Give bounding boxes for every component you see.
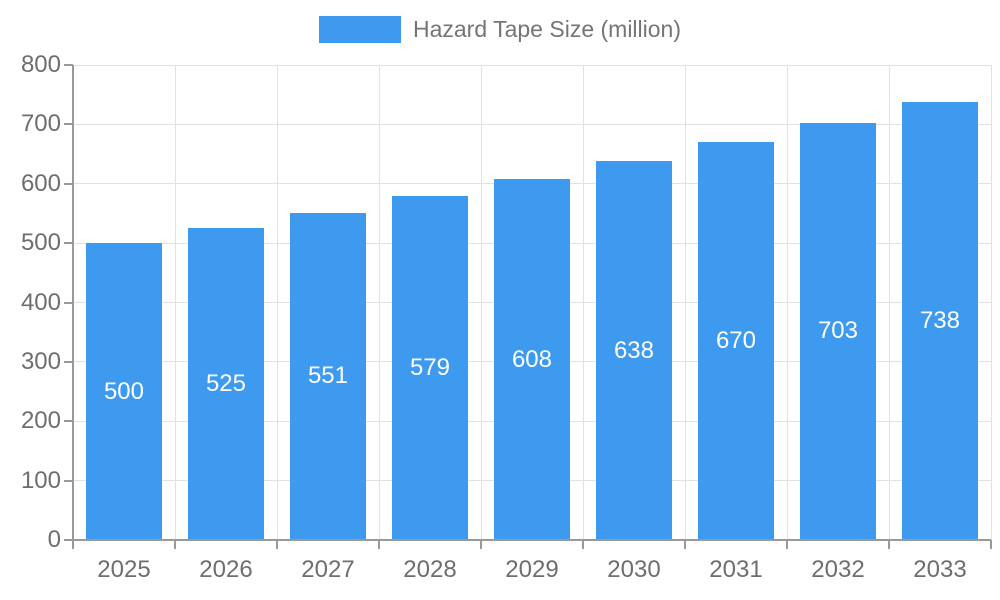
y-tick-label: 400: [20, 288, 61, 316]
bar-value-label: 551: [307, 362, 348, 390]
bar[interactable]: 608: [494, 179, 570, 540]
y-axis-tick: [64, 539, 73, 541]
v-gridline: [888, 65, 890, 540]
bar[interactable]: 551: [290, 212, 366, 540]
bar[interactable]: 638: [596, 161, 672, 540]
bar-value-label: 525: [205, 370, 246, 398]
bar[interactable]: 500: [86, 243, 162, 540]
x-tick-label: 2030: [607, 556, 661, 583]
x-axis-tick: [378, 540, 380, 549]
v-gridline: [480, 65, 482, 540]
bar[interactable]: 525: [188, 228, 264, 540]
v-gridline: [786, 65, 788, 540]
legend-swatch: [318, 16, 401, 43]
bar-value-label: 500: [103, 377, 144, 405]
bar-value-label: 638: [613, 336, 654, 364]
x-tick-label: 2033: [913, 556, 967, 583]
bar[interactable]: 670: [698, 142, 774, 540]
x-tick-label: 2032: [811, 556, 865, 583]
x-axis-tick: [684, 540, 686, 549]
v-gridline: [378, 65, 380, 540]
x-tick-label: 2031: [709, 556, 763, 583]
x-axis-line: [64, 539, 991, 541]
v-gridline: [684, 65, 686, 540]
y-axis-tick: [64, 479, 73, 482]
y-tick-label: 300: [20, 347, 61, 375]
x-tick-label: 2029: [505, 556, 559, 583]
x-tick-label: 2026: [199, 556, 253, 583]
bar[interactable]: 579: [392, 196, 468, 540]
y-tick-label: 700: [20, 110, 61, 138]
bar-value-label: 670: [715, 327, 756, 355]
v-gridline: [990, 65, 992, 540]
y-tick-label: 800: [20, 51, 61, 78]
y-axis-tick: [64, 182, 73, 185]
y-tick-label: 200: [20, 407, 61, 435]
x-axis-tick: [990, 540, 992, 549]
x-axis-tick: [786, 540, 788, 549]
x-axis-tick: [174, 540, 176, 549]
h-gridline: [73, 64, 991, 66]
y-tick-label: 500: [20, 229, 61, 257]
y-axis-tick: [64, 64, 73, 66]
x-axis-tick: [582, 540, 584, 549]
y-axis-tick: [64, 420, 73, 423]
y-axis-line: [72, 65, 74, 548]
bar[interactable]: 738: [902, 101, 978, 540]
y-axis-tick: [64, 360, 73, 363]
x-axis-tick: [480, 540, 482, 549]
y-tick-label: 100: [20, 466, 61, 494]
y-axis-tick: [64, 123, 73, 126]
legend[interactable]: Hazard Tape Size (million): [0, 16, 1000, 43]
y-axis-tick: [64, 242, 73, 245]
v-gridline: [582, 65, 584, 540]
x-axis-tick: [888, 540, 890, 549]
bar-value-label: 579: [409, 354, 450, 382]
x-tick-label: 2027: [301, 556, 355, 583]
x-axis-tick: [72, 540, 74, 549]
x-axis-tick: [276, 540, 278, 549]
legend-label: Hazard Tape Size (million): [412, 16, 681, 42]
x-tick-label: 2028: [403, 556, 457, 583]
x-tick-label: 2025: [97, 556, 151, 583]
h-gridline: [73, 123, 991, 125]
y-axis-tick: [64, 301, 73, 304]
bar-value-label: 703: [817, 317, 858, 345]
y-tick-label: 600: [20, 169, 61, 197]
plot-area: 0 100 200 300 400 500 600 700 800 500 2025 525 2026 5…: [21, 51, 992, 583]
y-tick-label: 0: [47, 526, 61, 553]
v-gridline: [276, 65, 278, 540]
bar-value-label: 738: [919, 306, 960, 334]
v-gridline: [174, 65, 176, 540]
bar-value-label: 608: [511, 345, 552, 373]
bar[interactable]: 703: [800, 122, 876, 540]
